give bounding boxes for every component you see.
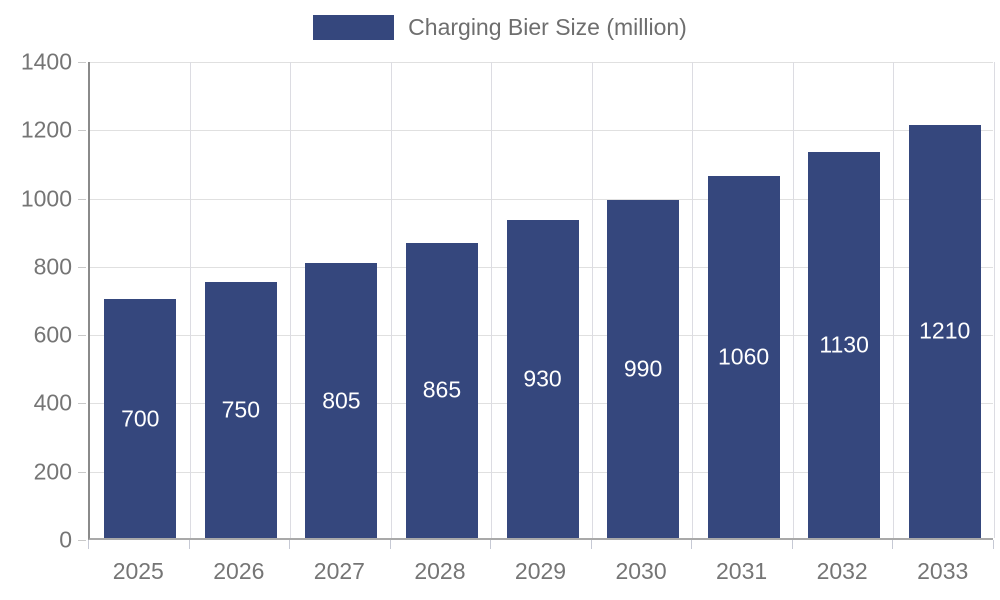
y-gridline [90, 198, 993, 200]
x-gridline [189, 62, 191, 538]
x-gridline [591, 62, 593, 538]
x-axis-tick-mark [691, 540, 693, 549]
y-axis-tick-mark [78, 471, 86, 473]
x-axis-tick-label: 2030 [615, 558, 667, 584]
bar-value-label: 1210 [919, 317, 971, 344]
x-axis-tick-mark [289, 540, 291, 549]
y-axis-tick-label: 600 [33, 321, 72, 348]
bar-2028[interactable]: 865 [405, 242, 478, 538]
bar-2029[interactable]: 930 [506, 220, 579, 538]
plot-area: 700 750 805 865 930 990 1060 1130 1210 [88, 62, 995, 540]
y-axis-tick-mark [78, 403, 86, 405]
y-axis-tick-label: 800 [33, 253, 72, 280]
y-axis-tick-label: 400 [33, 389, 72, 416]
bar-2027[interactable]: 805 [305, 263, 378, 538]
bar-2031[interactable]: 1060 [707, 176, 780, 538]
y-axis-tick-label: 200 [33, 458, 72, 485]
x-axis-tick-label: 2031 [716, 558, 768, 584]
bar-value-label: 930 [523, 365, 562, 392]
x-axis-tick-mark [490, 540, 492, 549]
y-axis-tick-mark [78, 266, 86, 268]
x-gridline [893, 62, 895, 538]
bar-value-label: 700 [121, 405, 160, 431]
x-gridline [491, 62, 493, 538]
legend-swatch-icon [313, 15, 395, 40]
bar-2025[interactable]: 700 [104, 299, 177, 538]
legend-label: Charging Bier Size (million) [408, 14, 687, 40]
x-axis-tick-label: 2032 [816, 558, 868, 584]
x-axis-tick-label: 2033 [917, 558, 969, 584]
x-axis-tick-mark [590, 540, 592, 549]
bar-value-label: 1060 [718, 343, 770, 370]
x-axis-tick-mark [389, 540, 391, 549]
y-axis-tick-mark [78, 130, 86, 132]
bar-value-label: 750 [221, 396, 261, 423]
legend[interactable]: Charging Bier Size (million) [0, 14, 1000, 41]
x-axis-tick-label: 2026 [213, 558, 265, 584]
x-axis-tick-label: 2027 [313, 558, 365, 584]
x-axis-tick-label: 2028 [414, 558, 466, 584]
y-gridline [90, 62, 993, 63]
y-axis-tick-mark [78, 62, 86, 63]
x-gridline [792, 62, 794, 538]
x-axis-tick-mark [892, 540, 894, 549]
x-gridline [692, 62, 694, 538]
y-axis-tick-label: 1000 [20, 185, 72, 212]
y-axis-tick-label: 1200 [20, 116, 72, 143]
y-axis-tick-mark [78, 540, 86, 541]
y-axis-tick-label: 0 [59, 526, 72, 553]
bar-value-label: 805 [322, 387, 361, 414]
bar-value-label: 990 [623, 355, 663, 382]
bar-2032[interactable]: 1130 [808, 152, 881, 538]
x-gridline [994, 62, 995, 538]
bar-value-label: 865 [422, 376, 462, 403]
y-axis-tick-mark [78, 335, 86, 337]
y-axis-tick-mark [78, 198, 86, 200]
bar-2030[interactable]: 990 [607, 200, 680, 538]
x-axis-tick-mark [791, 540, 793, 549]
bar-2026[interactable]: 750 [204, 281, 277, 538]
x-axis-tick-mark [993, 540, 994, 549]
y-axis-tick-label: 1400 [20, 48, 72, 75]
x-axis-tick-label: 2025 [112, 558, 164, 584]
y-gridline [90, 130, 993, 132]
bar-value-label: 1130 [819, 331, 869, 358]
bar-2033[interactable]: 1210 [908, 124, 981, 538]
x-axis-tick-mark [188, 540, 190, 549]
x-gridline [290, 62, 292, 538]
x-axis-tick-label: 2029 [514, 558, 567, 584]
x-axis-tick-mark [88, 540, 89, 549]
x-gridline [390, 62, 392, 538]
